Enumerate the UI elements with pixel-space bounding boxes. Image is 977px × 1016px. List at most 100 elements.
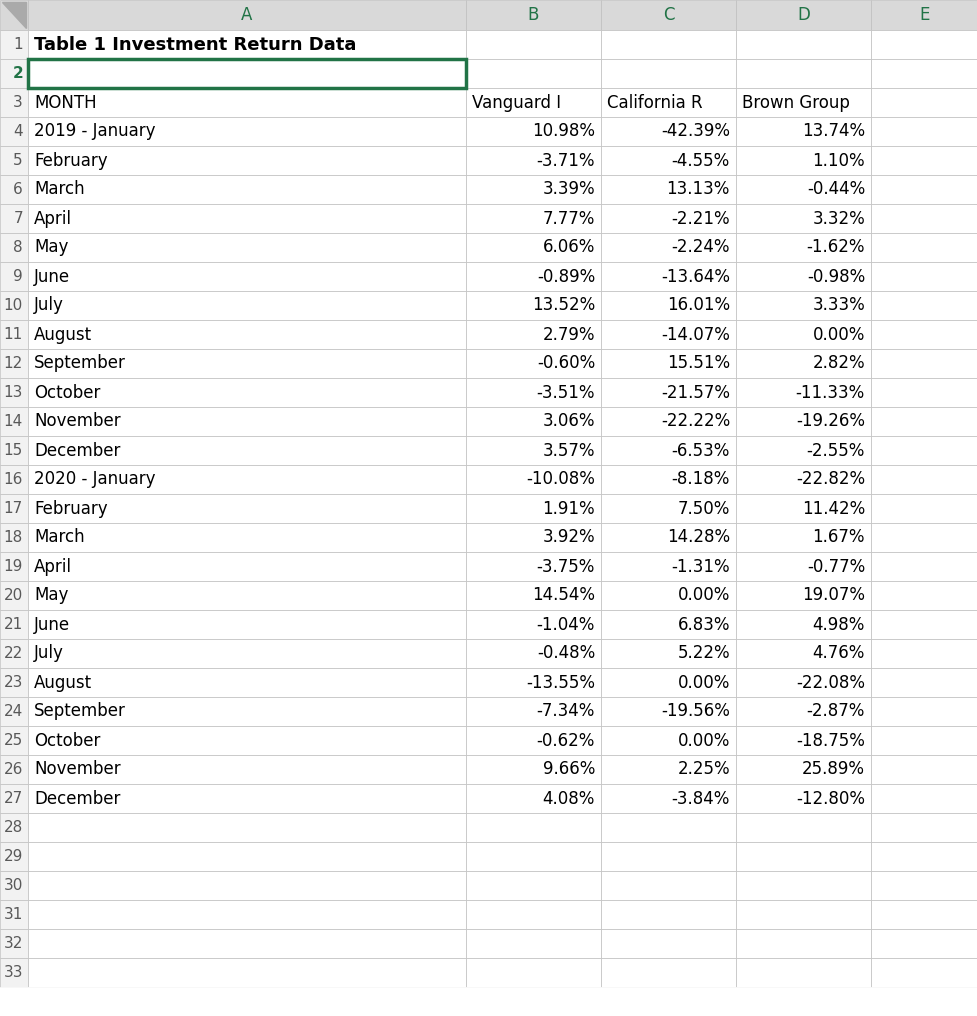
Bar <box>465 552 601 581</box>
Bar <box>736 958 871 987</box>
Text: -14.07%: -14.07% <box>660 325 729 343</box>
Text: September: September <box>34 355 126 373</box>
Bar <box>465 59 601 88</box>
Text: -3.71%: -3.71% <box>536 151 594 170</box>
Text: July: July <box>34 297 64 315</box>
Bar <box>871 146 977 175</box>
Text: April: April <box>34 209 72 228</box>
Text: 2.82%: 2.82% <box>812 355 864 373</box>
Bar <box>28 30 465 59</box>
Bar <box>871 320 977 350</box>
Bar <box>0 233 28 262</box>
Bar <box>28 88 465 117</box>
Text: 4: 4 <box>14 124 23 139</box>
Bar <box>465 929 601 958</box>
Bar <box>0 813 28 842</box>
Text: A: A <box>241 6 252 24</box>
Bar <box>871 755 977 784</box>
Text: -0.60%: -0.60% <box>536 355 594 373</box>
Text: 9: 9 <box>14 269 23 284</box>
Bar <box>28 378 465 407</box>
Bar <box>736 929 871 958</box>
Bar <box>0 639 28 668</box>
Bar <box>601 726 736 755</box>
Bar <box>465 320 601 350</box>
Bar <box>871 784 977 813</box>
Text: 4.08%: 4.08% <box>542 789 594 808</box>
Bar <box>871 436 977 465</box>
Bar <box>601 436 736 465</box>
Bar <box>0 784 28 813</box>
Bar <box>465 30 601 59</box>
Bar <box>871 929 977 958</box>
Text: 5: 5 <box>14 153 23 168</box>
Text: 14.28%: 14.28% <box>666 528 729 547</box>
Text: 13.52%: 13.52% <box>531 297 594 315</box>
Text: December: December <box>34 789 120 808</box>
Bar <box>736 668 871 697</box>
Text: 32: 32 <box>4 936 23 951</box>
Text: 26: 26 <box>4 762 23 777</box>
Bar <box>465 204 601 233</box>
Bar <box>871 639 977 668</box>
Bar <box>736 581 871 610</box>
Text: 29: 29 <box>4 849 23 864</box>
Bar <box>601 668 736 697</box>
Bar <box>28 436 465 465</box>
Bar <box>28 407 465 436</box>
Text: 12: 12 <box>4 356 23 371</box>
Bar <box>28 146 465 175</box>
Text: 17: 17 <box>4 501 23 516</box>
Bar <box>736 494 871 523</box>
Text: 13.13%: 13.13% <box>666 181 729 198</box>
Text: 3.57%: 3.57% <box>542 442 594 459</box>
Text: 25: 25 <box>4 733 23 748</box>
Bar <box>0 0 28 30</box>
Bar <box>465 465 601 494</box>
Bar <box>465 523 601 552</box>
Text: 8: 8 <box>14 240 23 255</box>
Bar <box>871 842 977 871</box>
Bar <box>465 668 601 697</box>
Bar <box>736 117 871 146</box>
Bar <box>0 465 28 494</box>
Bar <box>465 900 601 929</box>
Text: 0.00%: 0.00% <box>677 674 729 692</box>
Bar <box>601 784 736 813</box>
Bar <box>0 378 28 407</box>
Bar <box>0 929 28 958</box>
Text: -0.48%: -0.48% <box>536 644 594 662</box>
Text: -13.64%: -13.64% <box>660 267 729 285</box>
Bar <box>465 350 601 378</box>
Text: 6: 6 <box>14 182 23 197</box>
Text: -10.08%: -10.08% <box>526 470 594 489</box>
Text: 5.22%: 5.22% <box>677 644 729 662</box>
Bar <box>871 465 977 494</box>
Bar <box>736 0 871 30</box>
Bar <box>28 755 465 784</box>
Text: MONTH: MONTH <box>34 93 97 112</box>
Bar <box>28 320 465 350</box>
Bar <box>465 175 601 204</box>
Bar <box>28 350 465 378</box>
Bar <box>28 59 465 88</box>
Bar <box>28 697 465 726</box>
Bar <box>601 117 736 146</box>
Text: -13.55%: -13.55% <box>526 674 594 692</box>
Bar <box>601 494 736 523</box>
Text: 3.33%: 3.33% <box>812 297 864 315</box>
Bar <box>736 146 871 175</box>
Bar <box>736 610 871 639</box>
Text: 20: 20 <box>4 588 23 604</box>
Bar <box>0 697 28 726</box>
Text: -12.80%: -12.80% <box>795 789 864 808</box>
Text: 1: 1 <box>14 37 23 52</box>
Bar <box>465 146 601 175</box>
Text: 2.79%: 2.79% <box>542 325 594 343</box>
Bar <box>0 320 28 350</box>
Text: -7.34%: -7.34% <box>536 702 594 720</box>
Bar <box>736 233 871 262</box>
Bar <box>871 378 977 407</box>
Bar <box>601 900 736 929</box>
Text: 7.50%: 7.50% <box>677 500 729 517</box>
